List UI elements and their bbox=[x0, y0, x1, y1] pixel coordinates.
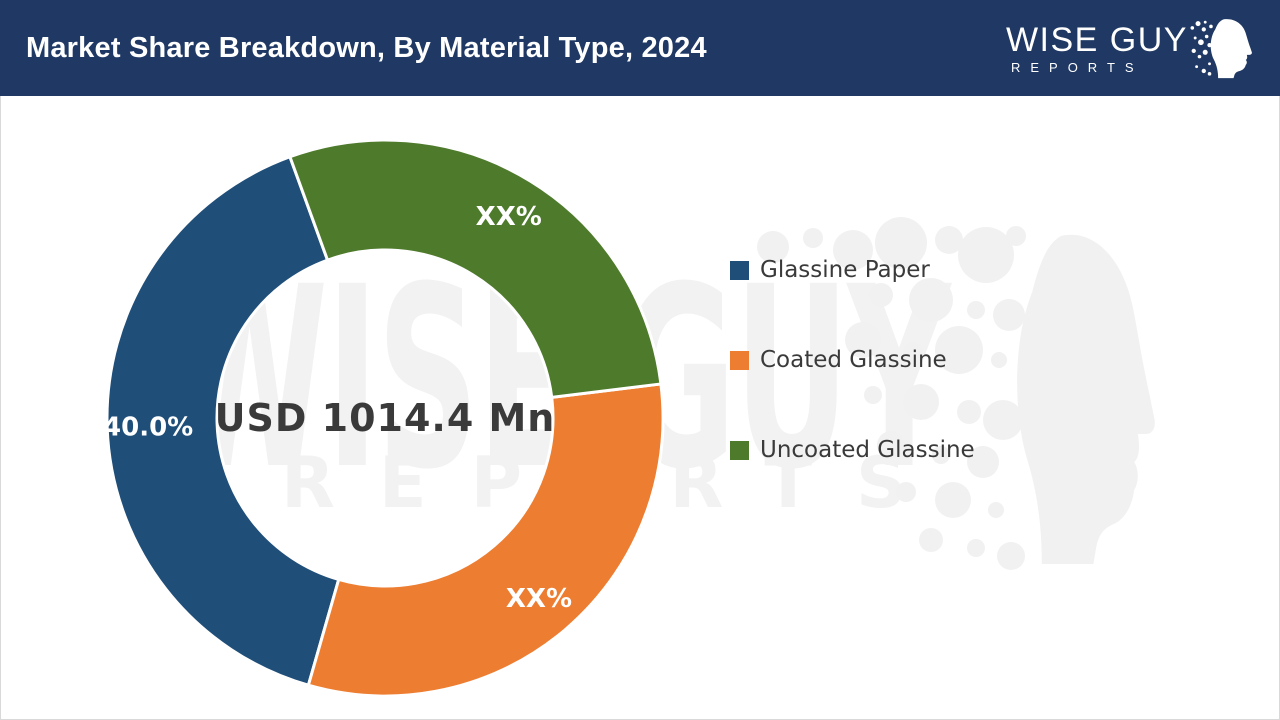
donut-slice-coated-glassine bbox=[306, 382, 665, 698]
header: Market Share Breakdown, By Material Type… bbox=[0, 0, 1280, 96]
logo-head-profile-icon bbox=[1190, 19, 1252, 79]
legend-swatch bbox=[730, 351, 749, 370]
chart-center-value: USD 1014.4 Mn bbox=[214, 396, 556, 440]
legend-swatch bbox=[730, 261, 749, 280]
legend-label: Glassine Paper bbox=[760, 257, 930, 283]
brand-logo: WISE GUY REPORTS bbox=[1006, 8, 1254, 88]
watermark-head-profile-icon bbox=[757, 217, 1155, 570]
donut-chart: 40.0% XX% XX% bbox=[103, 138, 665, 698]
chart-area: WISE GUY REPORTS 40.0%XX%XX% USD bbox=[0, 96, 1280, 720]
brand-text: WISE GUY REPORTS bbox=[1006, 23, 1188, 74]
legend-swatch bbox=[730, 441, 749, 460]
page-title: Market Share Breakdown, By Material Type… bbox=[26, 31, 707, 64]
donut-slice-glassine-paper bbox=[105, 155, 341, 687]
slice-label: XX% bbox=[476, 202, 542, 232]
legend-label: Uncoated Glassine bbox=[760, 437, 975, 463]
slice-label: XX% bbox=[506, 584, 572, 614]
brand-wordmark: WISE GUY bbox=[1005, 20, 1188, 59]
legend: Glassine Paper Coated Glassine Uncoated … bbox=[730, 257, 975, 464]
legend-label: Coated Glassine bbox=[760, 347, 947, 373]
brand-subtitle: REPORTS bbox=[1010, 59, 1144, 75]
legend-item: Uncoated Glassine bbox=[730, 437, 975, 464]
legend-item: Glassine Paper bbox=[730, 257, 975, 284]
slice-label: 40.0% bbox=[103, 412, 193, 442]
legend-item: Coated Glassine bbox=[730, 347, 975, 374]
donut-slice-uncoated-glassine bbox=[288, 138, 663, 399]
